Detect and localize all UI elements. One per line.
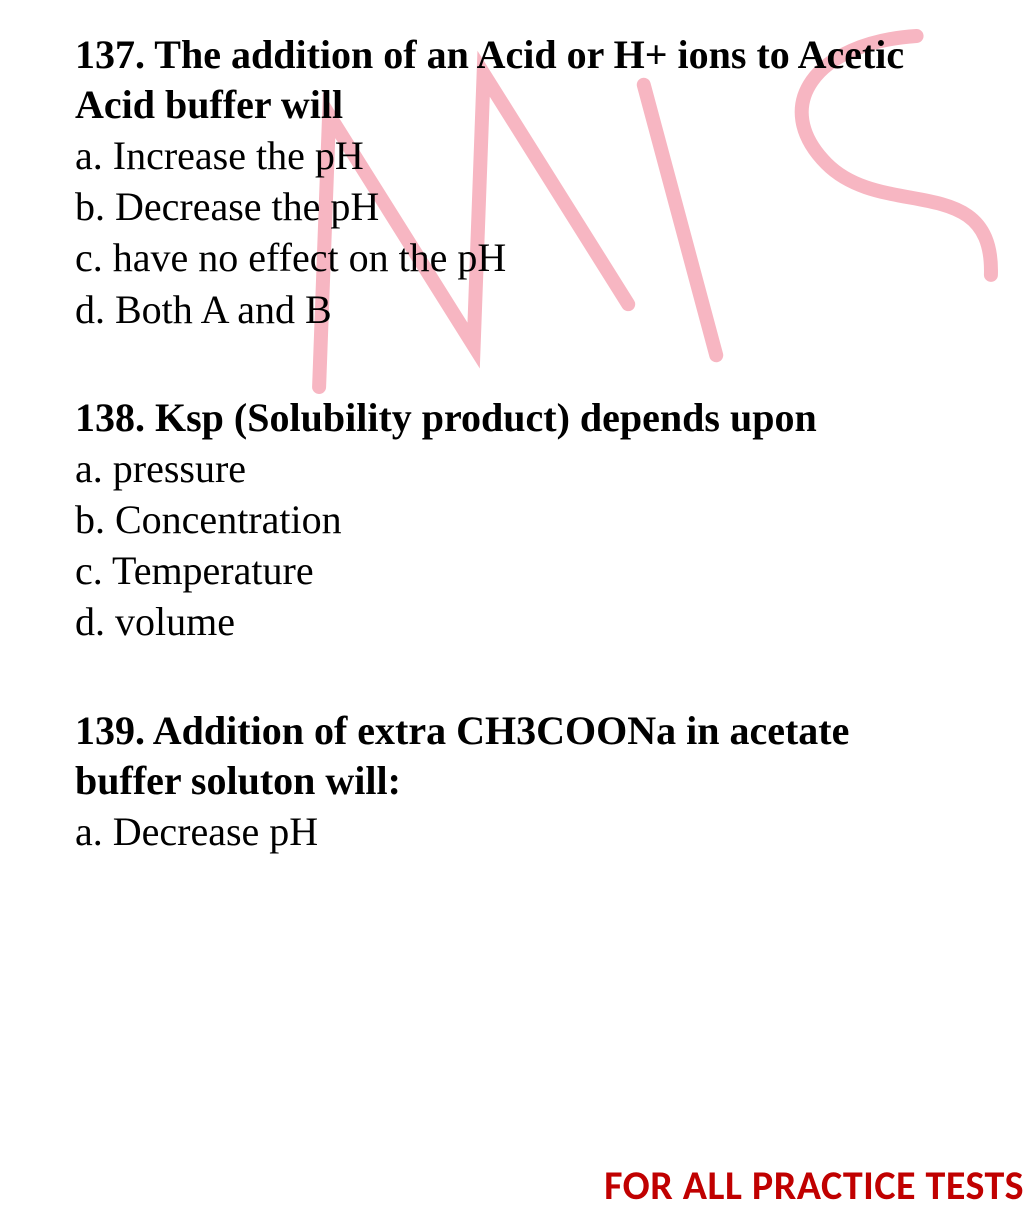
option-b: b. Decrease the pH	[75, 181, 949, 232]
option-b: b. Concentration	[75, 494, 949, 545]
option-text: Temperature	[112, 548, 314, 593]
option-text: volume	[115, 599, 235, 644]
footer-text: FOR ALL PRACTICE TESTS	[604, 1161, 1024, 1210]
content-container: 137. The addition of an Acid or H+ ions …	[75, 30, 949, 857]
question-137: 137. The addition of an Acid or H+ ions …	[75, 30, 949, 335]
option-text: Increase the pH	[113, 133, 364, 178]
question-139: 139. Addition of extra CH3COONa in aceta…	[75, 706, 949, 857]
option-letter: a.	[75, 809, 103, 854]
option-text: Both A and B	[115, 287, 332, 332]
option-letter: a.	[75, 446, 103, 491]
option-letter: c.	[75, 235, 103, 280]
option-c: c. Temperature	[75, 545, 949, 596]
option-letter: c.	[75, 548, 103, 593]
option-letter: d.	[75, 599, 105, 644]
option-c: c. have no effect on the pH	[75, 232, 949, 283]
option-letter: a.	[75, 133, 103, 178]
question-number: 138.	[75, 395, 145, 440]
option-text: Concentration	[115, 497, 342, 542]
option-a: a. Increase the pH	[75, 130, 949, 181]
question-number: 137.	[75, 32, 145, 77]
option-text: pressure	[113, 446, 246, 491]
question-body: The addition of an Acid or H+ ions to Ac…	[75, 32, 904, 127]
option-d: d. Both A and B	[75, 284, 949, 335]
question-body: Ksp (Solubility product) depends upon	[155, 395, 817, 440]
question-text: 138. Ksp (Solubility product) depends up…	[75, 393, 949, 443]
option-text: have no effect on the pH	[113, 235, 507, 280]
question-body: Addition of extra CH3COONa in acetate bu…	[75, 708, 849, 803]
option-letter: d.	[75, 287, 105, 332]
option-text: Decrease the pH	[115, 184, 379, 229]
option-letter: b.	[75, 184, 105, 229]
question-138: 138. Ksp (Solubility product) depends up…	[75, 393, 949, 648]
question-text: 139. Addition of extra CH3COONa in aceta…	[75, 706, 949, 806]
question-text: 137. The addition of an Acid or H+ ions …	[75, 30, 949, 130]
option-a: a. Decrease pH	[75, 806, 949, 857]
option-d: d. volume	[75, 596, 949, 647]
question-number: 139.	[75, 708, 145, 753]
option-text: Decrease pH	[113, 809, 318, 854]
option-letter: b.	[75, 497, 105, 542]
option-a: a. pressure	[75, 443, 949, 494]
